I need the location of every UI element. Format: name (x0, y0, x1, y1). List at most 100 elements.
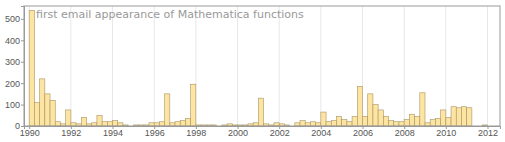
bar (310, 122, 315, 126)
x-tick: 2006 (353, 126, 373, 138)
bar (342, 120, 347, 126)
x-tick-label: 2002 (270, 128, 290, 138)
bar (107, 122, 112, 126)
bar (378, 110, 383, 126)
bar (180, 121, 185, 126)
y-tick-label: 300 (5, 57, 20, 67)
bar (34, 102, 39, 126)
y-tick-mark (21, 19, 24, 20)
y-tick-label: 100 (5, 100, 20, 110)
y-tick-label: 200 (5, 79, 20, 89)
bar (394, 122, 399, 126)
bar (352, 116, 357, 126)
bar (430, 120, 435, 126)
bar (389, 121, 394, 126)
title: first email appearance of Mathematica fu… (36, 8, 304, 21)
x-tick: 1998 (186, 126, 206, 138)
bar (191, 84, 196, 126)
bar (368, 94, 373, 126)
x-tick: 2008 (395, 126, 415, 138)
x-tick-label: 2010 (436, 128, 456, 138)
grid-line (404, 6, 405, 126)
bar (40, 79, 45, 126)
bar (373, 105, 378, 126)
bar (321, 112, 326, 126)
bar (363, 116, 368, 126)
bar (81, 117, 86, 126)
bar (258, 98, 263, 126)
bar (300, 121, 305, 126)
grid-line (112, 6, 113, 126)
y-tick-label: 400 (5, 36, 20, 46)
bar (102, 122, 107, 126)
x-tick: 2010 (436, 126, 456, 138)
bar (326, 122, 331, 126)
bars (29, 10, 487, 126)
grid-line (237, 6, 238, 126)
y-tick-label: 0 (15, 121, 20, 131)
y-tick: 100 (5, 100, 24, 110)
y-tick-label: 500 (5, 14, 20, 24)
x-tick-label: 1998 (186, 128, 206, 138)
bar (441, 110, 446, 126)
x-tick-label: 1996 (145, 128, 165, 138)
grid-line (445, 6, 446, 126)
bar (446, 117, 451, 126)
bar (29, 10, 34, 126)
x-tick: 1996 (145, 126, 165, 138)
y-tick: 500 (5, 14, 24, 24)
plot-frame (24, 6, 500, 126)
bar (331, 121, 336, 126)
bar (113, 121, 118, 126)
x-tick-label: 2004 (311, 128, 331, 138)
bar (336, 116, 341, 126)
bar (467, 108, 472, 126)
bar (451, 107, 456, 126)
y-tick-mark (21, 40, 24, 41)
y-axis-line (21, 7, 25, 127)
bar (409, 114, 414, 126)
bar (165, 94, 170, 126)
bar (347, 122, 352, 126)
bar (159, 122, 164, 126)
bar (357, 86, 362, 126)
x-tick: 2012 (478, 126, 498, 138)
bar (97, 115, 102, 126)
chart: 1990199219941996199820002002200420062008… (0, 0, 505, 142)
x-tick-label: 2012 (478, 128, 498, 138)
y-tick: 300 (5, 57, 24, 67)
bar (66, 110, 71, 126)
y-tick: 400 (5, 36, 24, 46)
bar (55, 122, 60, 126)
bar (50, 100, 55, 126)
grid (29, 6, 487, 126)
x-tick: 2002 (270, 126, 290, 138)
x-tick: 2000 (228, 126, 248, 138)
x-tick: 1994 (103, 126, 123, 138)
x-tick-label: 1992 (61, 128, 81, 138)
x-tick-label: 1990 (20, 128, 40, 138)
grid-line (154, 6, 155, 126)
grid-line (279, 6, 280, 126)
bar (383, 116, 388, 126)
grid-line (70, 6, 71, 126)
x-axis: 1990 1992 1994 1996 1998 2000 2002 2004 2006 2008… (20, 126, 501, 138)
x-tick: 2004 (311, 126, 331, 138)
bar (415, 116, 420, 126)
bar (404, 120, 409, 126)
x-tick-label: 1994 (103, 128, 123, 138)
y-tick: 200 (5, 79, 24, 89)
y-tick-mark (21, 105, 24, 106)
bar (185, 119, 190, 127)
x-tick-label: 2008 (395, 128, 415, 138)
bar (461, 107, 466, 126)
bar (45, 94, 50, 126)
y-tick: 0 (15, 121, 24, 131)
y-tick-mark (21, 126, 24, 127)
bar (420, 93, 425, 126)
bar (399, 122, 404, 126)
x-tick-label: 2000 (228, 128, 248, 138)
y-tick-mark (21, 62, 24, 63)
y-axis: 0 100 200 300 400 500 (5, 7, 25, 132)
bar (435, 119, 440, 127)
